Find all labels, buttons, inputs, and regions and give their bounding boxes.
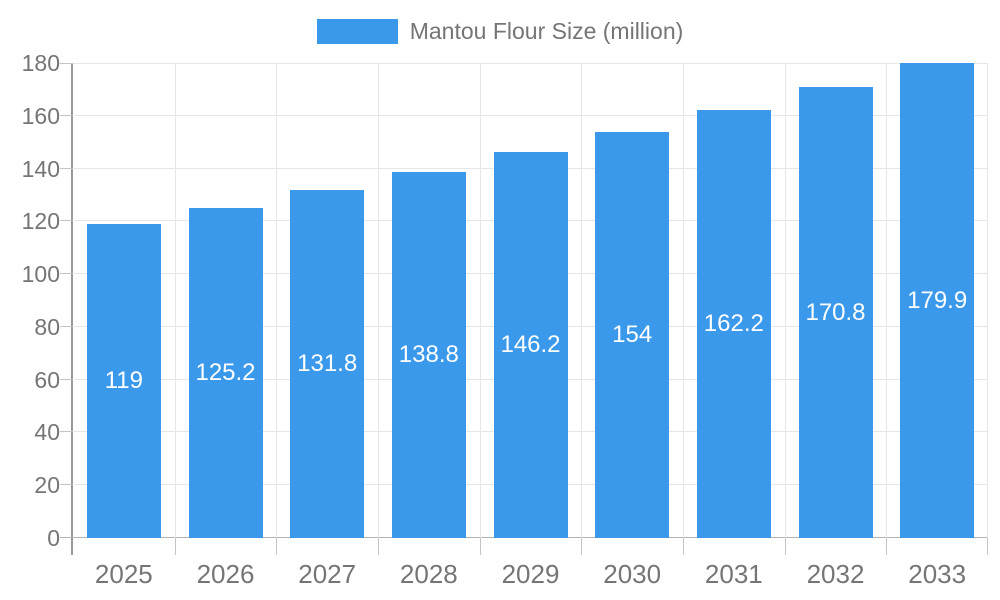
chart-legend[interactable]: Mantou Flour Size (million) [0, 18, 1000, 45]
gridline-vertical [785, 63, 786, 538]
bar-value-label: 131.8 [297, 350, 358, 378]
bar[interactable]: 138.8 [391, 171, 466, 538]
y-axis-tick [60, 114, 73, 116]
x-axis-tick-label: 2031 [704, 559, 763, 589]
x-axis-tick-label: 2026 [196, 559, 255, 589]
y-axis-tick-label: 160 [21, 102, 60, 129]
x-axis-tick-label: 2025 [94, 559, 153, 589]
x-axis-tick [480, 538, 481, 555]
gridline-vertical [378, 63, 379, 538]
x-axis-tick [785, 538, 786, 555]
gridline-vertical [886, 63, 887, 538]
y-axis-tick-label: 20 [34, 472, 60, 499]
y-axis-tick [60, 537, 73, 538]
y-axis-line [71, 63, 73, 555]
gridline-vertical [480, 63, 481, 538]
gridline-horizontal [73, 63, 988, 64]
bar[interactable]: 125.2 [188, 207, 263, 538]
y-axis-tick [60, 63, 73, 64]
y-axis-tick [60, 431, 73, 433]
gridline-vertical [276, 63, 277, 538]
bar-value-label: 138.8 [398, 340, 459, 368]
x-axis-tick [683, 538, 684, 555]
plot-area: 0 20 40 60 80 100 120 140 160 180 119 2025 125.2 2026… [22, 50, 988, 589]
y-axis-tick [60, 167, 73, 169]
bar-value-label: 170.8 [805, 298, 866, 326]
y-axis-tick-label: 100 [21, 261, 60, 288]
x-axis-tick [276, 538, 277, 555]
y-axis-tick [60, 378, 73, 380]
x-axis-tick-label: 2028 [399, 559, 458, 589]
x-axis-tick [886, 538, 887, 555]
y-axis-tick [60, 484, 73, 486]
gridline-vertical [683, 63, 684, 538]
y-axis-tick [60, 325, 73, 327]
bar[interactable]: 170.8 [798, 87, 873, 538]
bar-value-label: 179.9 [907, 286, 968, 314]
x-axis-tick [378, 538, 379, 555]
bar-value-label: 146.2 [500, 331, 561, 359]
bar-value-label: 162.2 [703, 309, 764, 337]
gridline-vertical [581, 63, 582, 538]
bar-value-label: 125.2 [195, 358, 256, 386]
x-axis-tick-label: 2027 [298, 559, 357, 589]
bar-value-label: 119 [104, 366, 143, 394]
bar[interactable]: 162.2 [696, 109, 771, 538]
bar[interactable]: 119 [86, 223, 161, 538]
x-axis-tick-label: 2030 [603, 559, 662, 589]
legend-label: Mantou Flour Size (million) [409, 18, 684, 44]
x-axis-tick [581, 538, 582, 555]
bar[interactable]: 131.8 [290, 190, 365, 538]
x-axis-tick-label: 2029 [501, 559, 560, 589]
x-axis-tick-label: 2033 [908, 559, 967, 589]
y-axis-tick-label: 60 [34, 366, 60, 393]
y-axis-tick-label: 80 [34, 313, 60, 340]
y-axis-tick [60, 220, 73, 222]
x-axis-tick [175, 538, 176, 555]
x-axis-tick-label: 2032 [806, 559, 865, 589]
x-axis-tick [987, 538, 988, 555]
y-axis-tick-label: 120 [21, 208, 60, 235]
gridline-vertical [987, 63, 988, 538]
bar[interactable]: 179.9 [900, 63, 975, 538]
y-axis-tick-label: 0 [47, 525, 60, 551]
bar-value-label: 154 [612, 320, 653, 348]
bar[interactable]: 146.2 [493, 152, 568, 538]
bar[interactable]: 154 [595, 131, 670, 538]
legend-swatch-icon [316, 19, 398, 44]
gridline-horizontal [73, 114, 988, 116]
y-axis-tick-label: 40 [34, 419, 60, 446]
y-axis-tick [60, 273, 73, 275]
gridline-vertical [175, 63, 176, 538]
y-axis-tick-label: 140 [21, 155, 60, 182]
y-axis-tick-label: 180 [21, 50, 60, 76]
